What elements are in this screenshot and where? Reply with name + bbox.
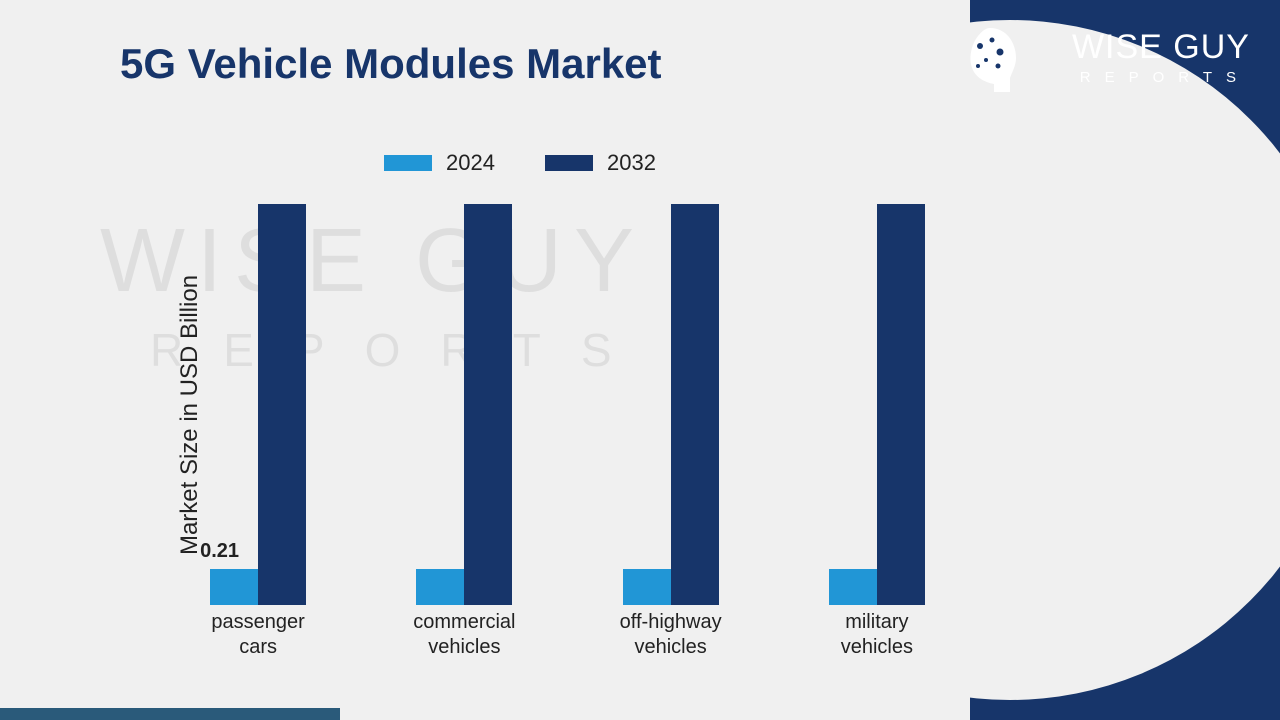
x-axis-label: militaryvehicles [774,610,980,660]
legend-item: 2024 [384,150,495,176]
bar [829,569,877,605]
legend-item: 2032 [545,150,656,176]
bar-group [361,195,567,605]
chart-canvas: WISE GUY REPORTS 5G Vehicle Modules Mark… [0,0,1280,720]
logo-head-icon [960,26,1020,96]
bar [877,204,925,605]
bar [258,204,306,605]
logo-line1: WISE GUY [1072,28,1250,67]
chart-plot-area: 0.21 [155,195,980,605]
bar-group [774,195,980,605]
bottom-accent-bar [0,708,340,720]
x-axis-label: commercialvehicles [361,610,567,660]
bar-chart: Market Size in USD Billion 20242032 0.21… [60,155,980,675]
bar [416,569,464,605]
legend-swatch [384,155,432,171]
bar-group: 0.21 [155,195,361,605]
x-axis-label: passengercars [155,610,361,660]
legend-label: 2024 [446,150,495,176]
legend-swatch [545,155,593,171]
bar [210,569,258,605]
legend-label: 2032 [607,150,656,176]
page-title: 5G Vehicle Modules Market [120,40,662,88]
bar-value-label: 0.21 [200,540,239,563]
bar [671,204,719,605]
chart-legend: 2024 2032 [60,150,980,176]
brand-logo: WISE GUY REPORTS [1072,28,1250,86]
bar [464,204,512,605]
bar [623,569,671,605]
logo-line2: REPORTS [1072,69,1250,86]
x-axis-labels: passengercarscommercialvehiclesoff-highw… [155,610,980,660]
x-axis-label: off-highwayvehicles [568,610,774,660]
bar-group [568,195,774,605]
